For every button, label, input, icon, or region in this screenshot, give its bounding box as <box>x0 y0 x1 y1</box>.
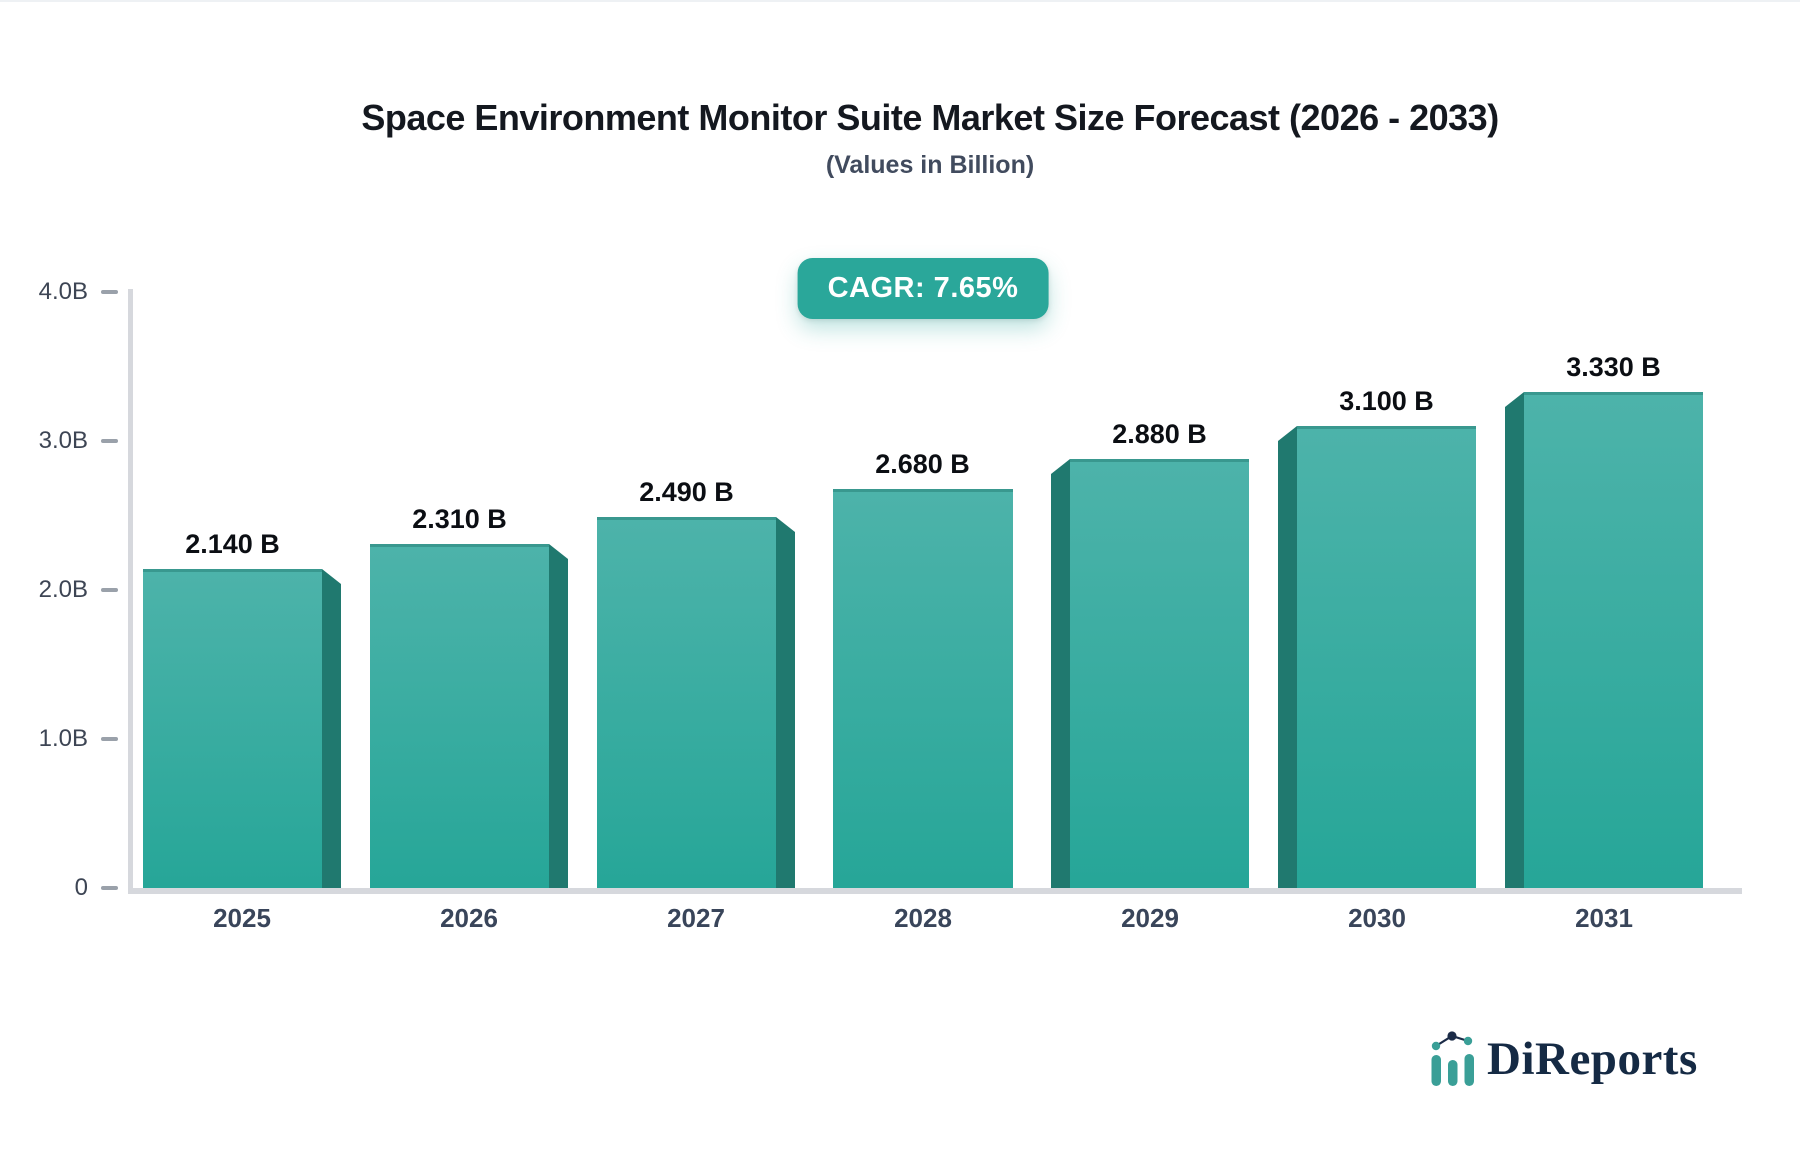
bar-side-panel <box>322 569 341 888</box>
bar-side-panel <box>1051 459 1070 888</box>
direports-logo-icon <box>1431 1031 1474 1086</box>
x-axis-category-label: 2030 <box>1348 903 1406 933</box>
y-axis-tick-label: 0 <box>74 874 88 901</box>
y-axis-tick-label: 4.0B <box>38 278 88 305</box>
y-axis-tick-label: 1.0B <box>38 725 88 752</box>
y-axis-tick-mark <box>101 439 118 443</box>
y-axis-tick-mark <box>101 290 118 294</box>
bar-side-panel <box>1278 426 1297 888</box>
cagr-badge: CAGR: 7.65% <box>797 258 1049 319</box>
bar-face <box>370 544 549 888</box>
bar-face <box>1070 459 1249 888</box>
y-axis-tick-label: 3.0B <box>38 427 88 454</box>
x-axis-category-label: 2029 <box>1121 903 1179 933</box>
y-axis-tick-mark <box>101 886 118 890</box>
bar-2025: 2.140 B <box>142 529 342 888</box>
y-axis-tick-mark <box>101 588 118 592</box>
bar-value-label: 2.490 B <box>639 477 734 507</box>
bar-value-label: 2.880 B <box>1112 419 1207 449</box>
bar-face <box>1297 426 1476 888</box>
x-axis-category-label: 2027 <box>667 903 725 933</box>
x-axis-category-label: 2031 <box>1575 903 1633 933</box>
bar-face <box>597 517 776 888</box>
bar-2030: 3.100 B <box>1277 386 1477 888</box>
bar-value-label: 3.330 B <box>1566 352 1661 382</box>
bar-side-panel <box>1505 392 1524 888</box>
bar-2028: 2.680 B <box>823 449 1023 888</box>
chart-header: Space Environment Monitor Suite Market S… <box>60 96 1800 180</box>
bar-2027: 2.490 B <box>596 477 796 888</box>
x-axis-category-label: 2028 <box>894 903 952 933</box>
bar-value-label: 2.680 B <box>875 449 970 479</box>
bar-value-label: 2.310 B <box>412 504 507 534</box>
bar-value-label: 3.100 B <box>1339 386 1434 416</box>
bar-face <box>1524 392 1703 888</box>
chart-subtitle: (Values in Billion) <box>825 151 1035 179</box>
y-axis-tick-mark <box>101 737 118 741</box>
bar-2031: 3.330 B <box>1504 352 1704 888</box>
bar-2029: 2.880 B <box>1050 419 1250 888</box>
direports-logo-text: DiReports <box>1487 1032 1698 1085</box>
x-axis-category-label: 2026 <box>440 903 498 933</box>
bar-side-panel <box>549 544 568 888</box>
bar-face <box>143 569 322 888</box>
bar-face <box>833 489 1013 888</box>
y-axis-line <box>128 289 133 888</box>
x-axis-category-label: 2025 <box>213 903 271 933</box>
direports-logo: DiReports <box>1428 1028 1698 1090</box>
y-axis-tick-label: 2.0B <box>38 576 88 603</box>
x-axis-baseline <box>128 888 1742 894</box>
chart-title: Space Environment Monitor Suite Market S… <box>361 97 1499 138</box>
bar-side-panel <box>776 517 795 888</box>
bar-2026: 2.310 B <box>369 504 569 888</box>
bar-value-label: 2.140 B <box>185 529 280 559</box>
